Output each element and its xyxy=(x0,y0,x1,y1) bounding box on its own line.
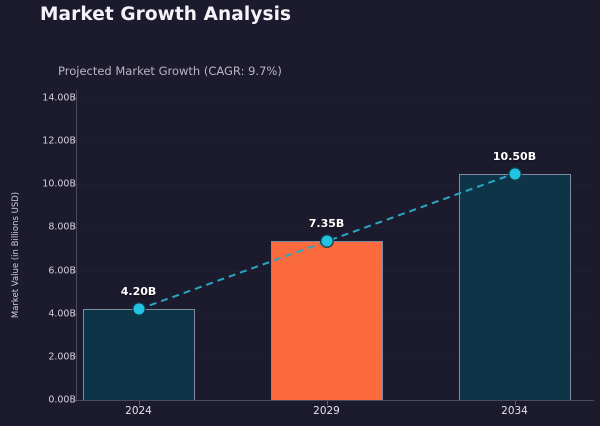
gridline xyxy=(76,98,594,99)
chart-subtitle: Projected Market Growth (CAGR: 9.7%) xyxy=(58,64,282,78)
y-axis-tick-mark xyxy=(73,96,74,100)
y-axis-tick-mark xyxy=(73,182,74,187)
y-axis-tick-label: 0.00B xyxy=(48,394,76,406)
data-point-marker-2024[interactable] xyxy=(133,303,144,315)
gridline xyxy=(76,141,594,142)
y-axis-tick-label: 12.00B xyxy=(42,135,76,147)
y-axis-ticks: 0.00B 2.00B 4.00B 6.00B 8.00B 10.00B 12.00B 14.… xyxy=(0,0,76,426)
y-axis-tick-label: 14.00B xyxy=(42,92,76,104)
data-label-2029: 7.35B xyxy=(308,217,345,231)
data-point-marker-2034[interactable] xyxy=(509,168,520,179)
y-axis-tick-label: 4.00B xyxy=(48,308,76,320)
y-axis-tick-mark xyxy=(73,139,74,144)
bar-2024[interactable] xyxy=(82,309,195,400)
y-axis-spine xyxy=(76,90,77,401)
x-axis-tick-label-2034: 2034 xyxy=(501,405,528,417)
chart-title: Market Growth Analysis xyxy=(40,4,292,25)
y-axis-tick-mark xyxy=(73,311,74,316)
x-axis-tick-label-2024: 2024 xyxy=(125,405,152,417)
y-axis-tick-label: 2.00B xyxy=(48,351,76,363)
x-axis-tick-mark xyxy=(138,401,140,405)
x-axis-tick-label-2029: 2029 xyxy=(313,405,340,417)
x-axis-spine xyxy=(76,400,594,401)
data-label-2034: 10.50B xyxy=(492,149,537,163)
x-axis-tick-mark xyxy=(326,401,328,405)
data-label-2024: 4.20B xyxy=(120,285,157,299)
y-axis-tick-mark xyxy=(73,268,74,273)
data-point-marker-2029[interactable] xyxy=(321,235,332,247)
y-axis-tick-mark xyxy=(73,398,74,402)
y-axis-tick-label: 6.00B xyxy=(48,265,76,277)
bar-2034[interactable] xyxy=(458,173,571,400)
y-axis-tick-label: 10.00B xyxy=(42,178,76,190)
y-axis-tick-label: 8.00B xyxy=(48,221,76,233)
y-axis-tick-mark xyxy=(73,225,74,230)
y-axis-tick-mark xyxy=(73,354,74,359)
bar-2029[interactable] xyxy=(270,241,383,400)
x-axis-tick-mark xyxy=(514,401,516,405)
